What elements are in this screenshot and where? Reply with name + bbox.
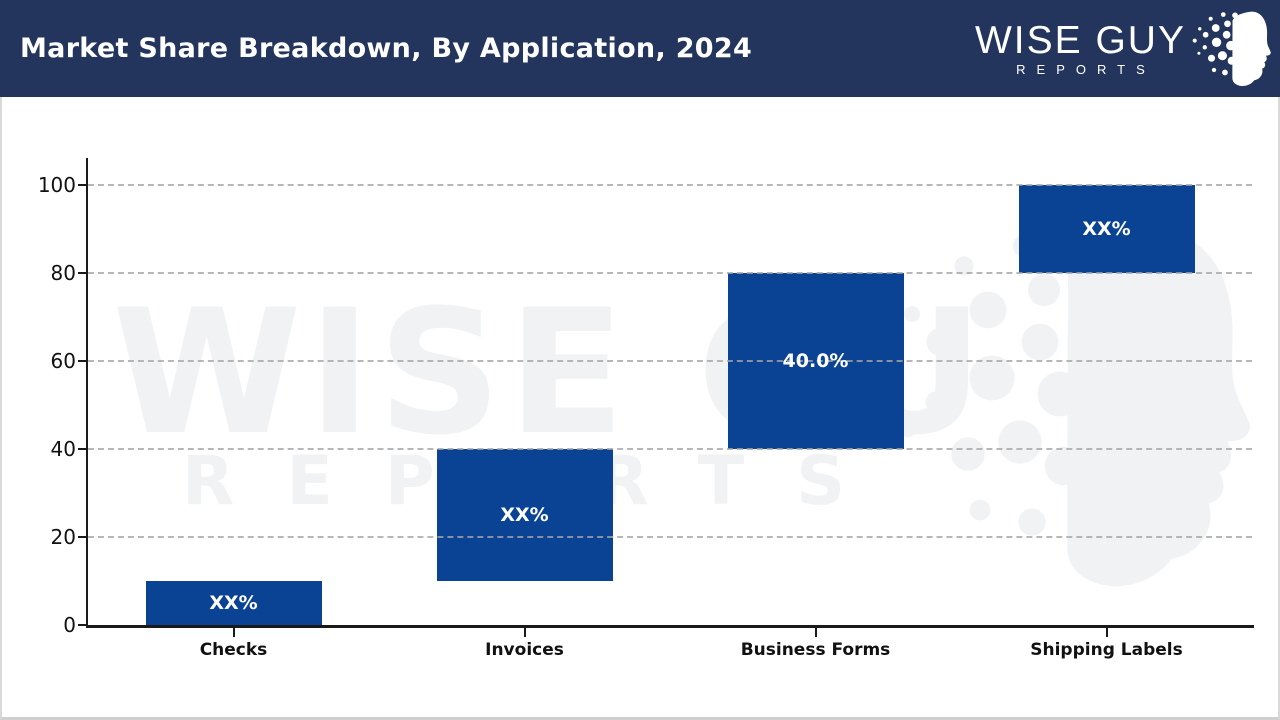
x-tick-2 xyxy=(814,628,817,637)
bar-value-label: XX% xyxy=(1082,218,1131,240)
y-tick-80 xyxy=(78,272,87,274)
category-label-invoices: Invoices xyxy=(485,640,564,660)
category-label-business-forms: Business Forms xyxy=(740,640,891,660)
x-tick-3 xyxy=(1105,628,1108,637)
y-tick-label-20: 20 xyxy=(50,525,76,549)
gridline-y-40 xyxy=(88,448,1252,450)
category-label-checks: Checks xyxy=(199,640,268,660)
wiseguy-reports-text: REPORTS xyxy=(1016,62,1156,78)
bar-value-label: XX% xyxy=(500,504,549,526)
y-tick-40 xyxy=(78,448,87,450)
x-axis-line xyxy=(86,625,1254,628)
y-tick-label-40: 40 xyxy=(50,437,76,461)
y-tick-100 xyxy=(78,184,87,186)
y-tick-label-0: 0 xyxy=(63,613,76,637)
gridline-y-60 xyxy=(88,360,1252,362)
wiseguy-logo-text: WISE GUY REPORTS xyxy=(974,18,1186,78)
x-tick-0 xyxy=(232,628,235,637)
gridline-y-20 xyxy=(88,536,1252,538)
x-tick-1 xyxy=(523,628,526,637)
bar-invoices xyxy=(436,449,613,581)
bar-value-label: 40.0% xyxy=(782,350,849,372)
bar-value-label: XX% xyxy=(209,592,258,614)
gridline-y-100 xyxy=(88,184,1252,186)
bar-checks xyxy=(145,581,322,625)
page-title: Market Share Breakdown, By Application, … xyxy=(20,33,753,64)
y-tick-label-60: 60 xyxy=(50,349,76,373)
wiseguy-brand-text: WISE GUY xyxy=(974,18,1186,62)
wiseguy-logo: WISE GUY REPORTS xyxy=(975,6,1272,92)
category-label-shipping-labels: Shipping Labels xyxy=(1030,640,1183,660)
y-tick-20 xyxy=(78,536,87,538)
y-tick-label-80: 80 xyxy=(50,261,76,285)
y-axis-line xyxy=(86,158,88,628)
y-tick-label-100: 100 xyxy=(37,173,76,197)
y-tick-60 xyxy=(78,360,87,362)
wiseguy-head-icon xyxy=(1192,11,1271,87)
gridline-y-80 xyxy=(88,272,1252,274)
header-bar: Market Share Breakdown, By Application, … xyxy=(0,0,1280,97)
y-tick-0 xyxy=(78,624,87,626)
